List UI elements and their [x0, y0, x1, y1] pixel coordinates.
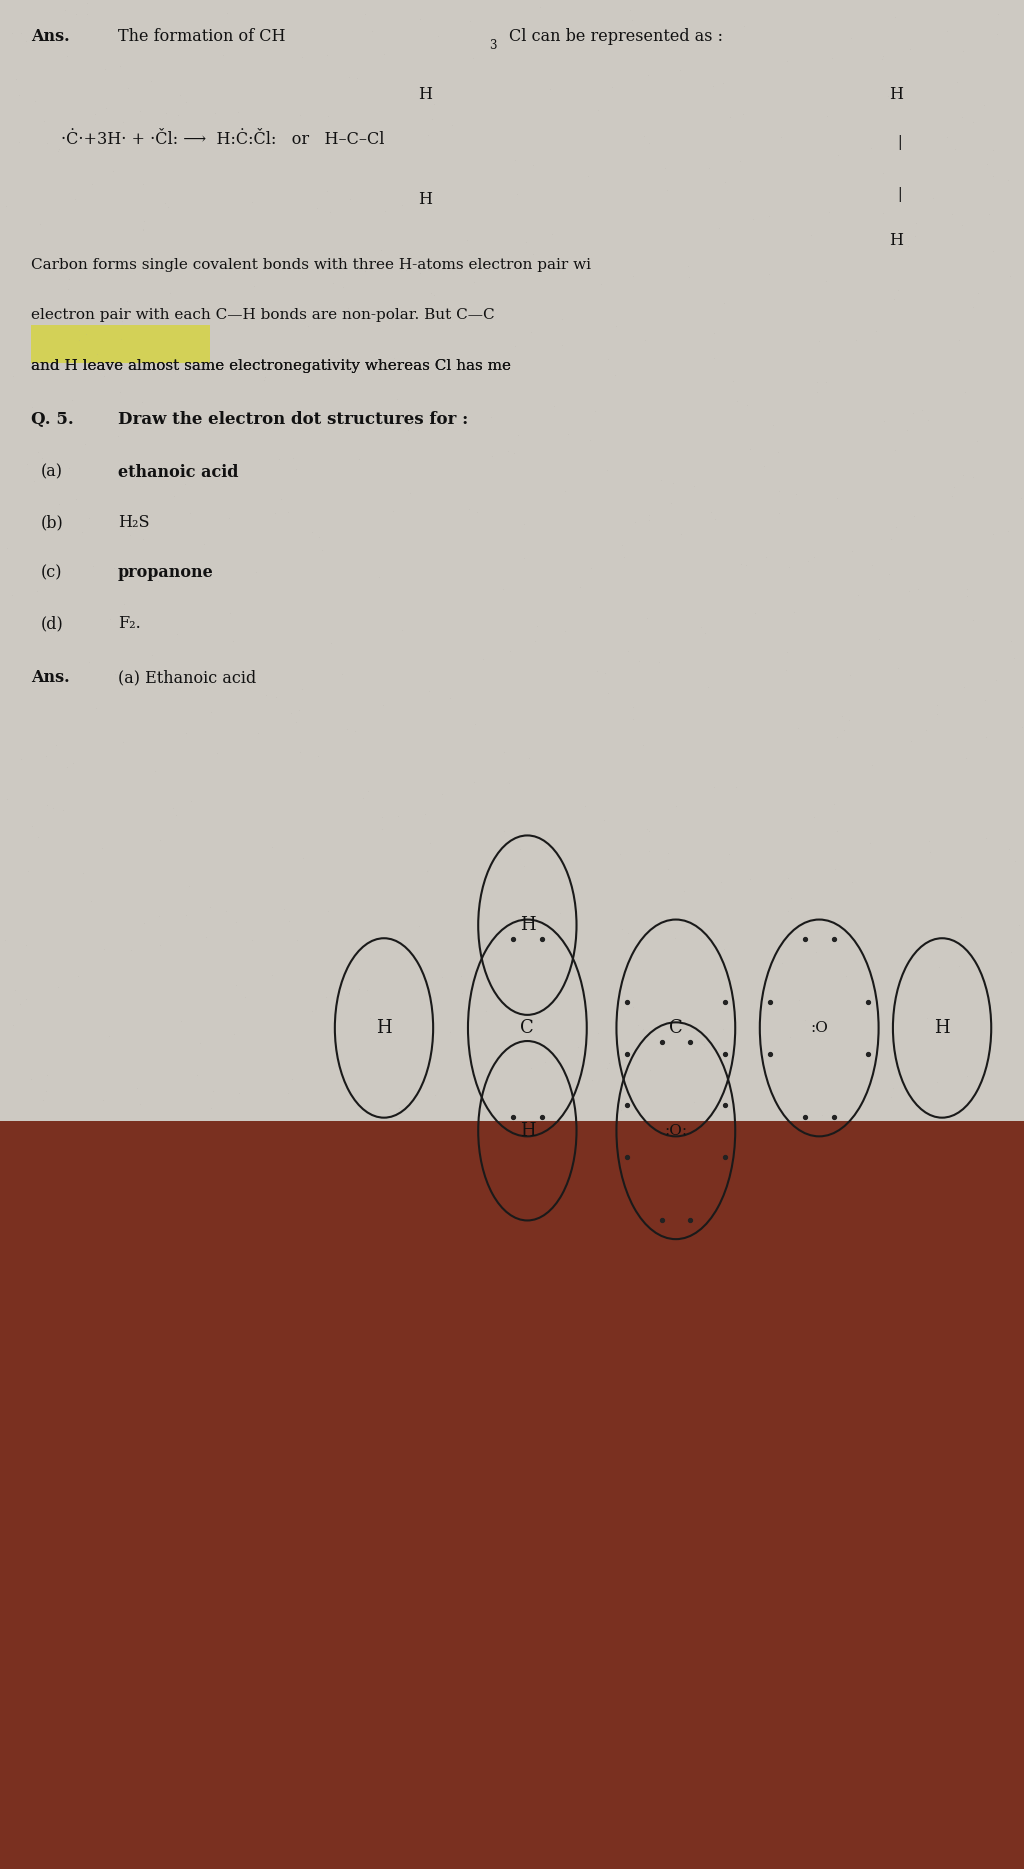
Text: :O: :O: [810, 1020, 828, 1035]
Text: H₂S: H₂S: [118, 514, 150, 531]
Text: |: |: [897, 135, 901, 150]
Text: Q. 5.: Q. 5.: [31, 411, 74, 428]
Text: H: H: [418, 191, 432, 207]
Text: (a): (a): [41, 464, 62, 480]
Text: (d): (d): [41, 615, 63, 632]
Text: (c): (c): [41, 564, 62, 581]
Text: electron pair with each C—H bonds are non-polar. But C—C: electron pair with each C—H bonds are no…: [31, 308, 495, 321]
Text: propanone: propanone: [118, 564, 214, 581]
FancyBboxPatch shape: [31, 325, 210, 363]
Text: ·Ċ·+3H· + ·Čl: ⟶  H:Ċ:Čl:   or   H–C–Cl: ·Ċ·+3H· + ·Čl: ⟶ H:Ċ:Čl: or H–C–Cl: [61, 131, 385, 148]
Text: C: C: [669, 1019, 683, 1037]
Text: Cl can be represented as :: Cl can be represented as :: [509, 28, 723, 45]
Text: ethanoic acid: ethanoic acid: [118, 464, 239, 480]
Bar: [0, 1121, 1024, 1869]
Text: H: H: [418, 86, 432, 103]
Text: H: H: [519, 916, 536, 934]
Text: H: H: [889, 86, 903, 103]
Text: (b): (b): [41, 514, 63, 531]
Text: Ans.: Ans.: [31, 669, 70, 686]
Text: (a) Ethanoic acid: (a) Ethanoic acid: [118, 669, 256, 686]
Text: H: H: [934, 1019, 950, 1037]
Text: and H leave almost same electronegativity whereas Cl has mе: and H leave almost same electronegativit…: [31, 359, 511, 372]
Text: The formation of CH: The formation of CH: [118, 28, 286, 45]
Text: H: H: [519, 1121, 536, 1140]
Text: Draw the electron dot structures for :: Draw the electron dot structures for :: [118, 411, 468, 428]
Text: H: H: [376, 1019, 392, 1037]
Text: and H leave almost same electronegativity whereas Cl has mе: and H leave almost same electronegativit…: [31, 359, 511, 372]
Text: 3: 3: [489, 39, 497, 52]
Text: H: H: [889, 232, 903, 249]
Text: F₂.: F₂.: [118, 615, 140, 632]
Text: Carbon forms single covalent bonds with three H-atoms electron pair wi: Carbon forms single covalent bonds with …: [31, 258, 591, 271]
Text: Ans.: Ans.: [31, 28, 70, 45]
Text: :O:: :O:: [665, 1123, 687, 1138]
Text: C: C: [520, 1019, 535, 1037]
Text: |: |: [897, 187, 901, 202]
Bar: [0, 0, 1024, 1121]
